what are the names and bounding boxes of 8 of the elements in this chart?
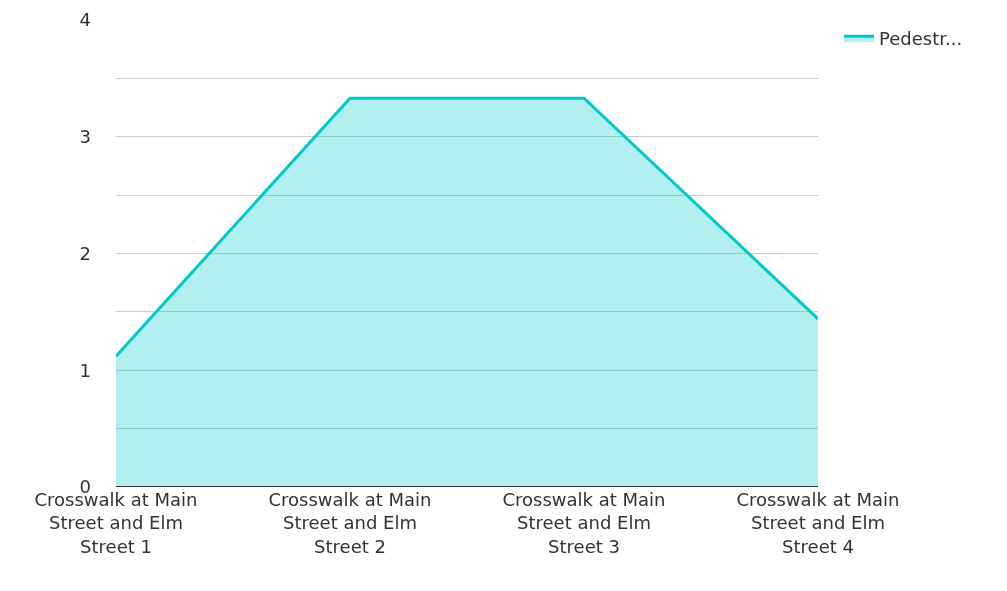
legend-label: Pedestr... [879,28,963,50]
y-tick-label: 3 [79,126,91,148]
y-tick-label: 2 [79,242,91,264]
x-tick-label: Crosswalk at Main Street and Elm Street 3 [502,489,666,557]
x-tick-label: Crosswalk at Main Street and Elm Street 2 [268,489,432,557]
y-tick-label: 4 [79,9,91,31]
x-tick-label: Crosswalk at Main Street and Elm Street 4 [736,489,900,557]
y-tick-label: 1 [79,359,91,381]
